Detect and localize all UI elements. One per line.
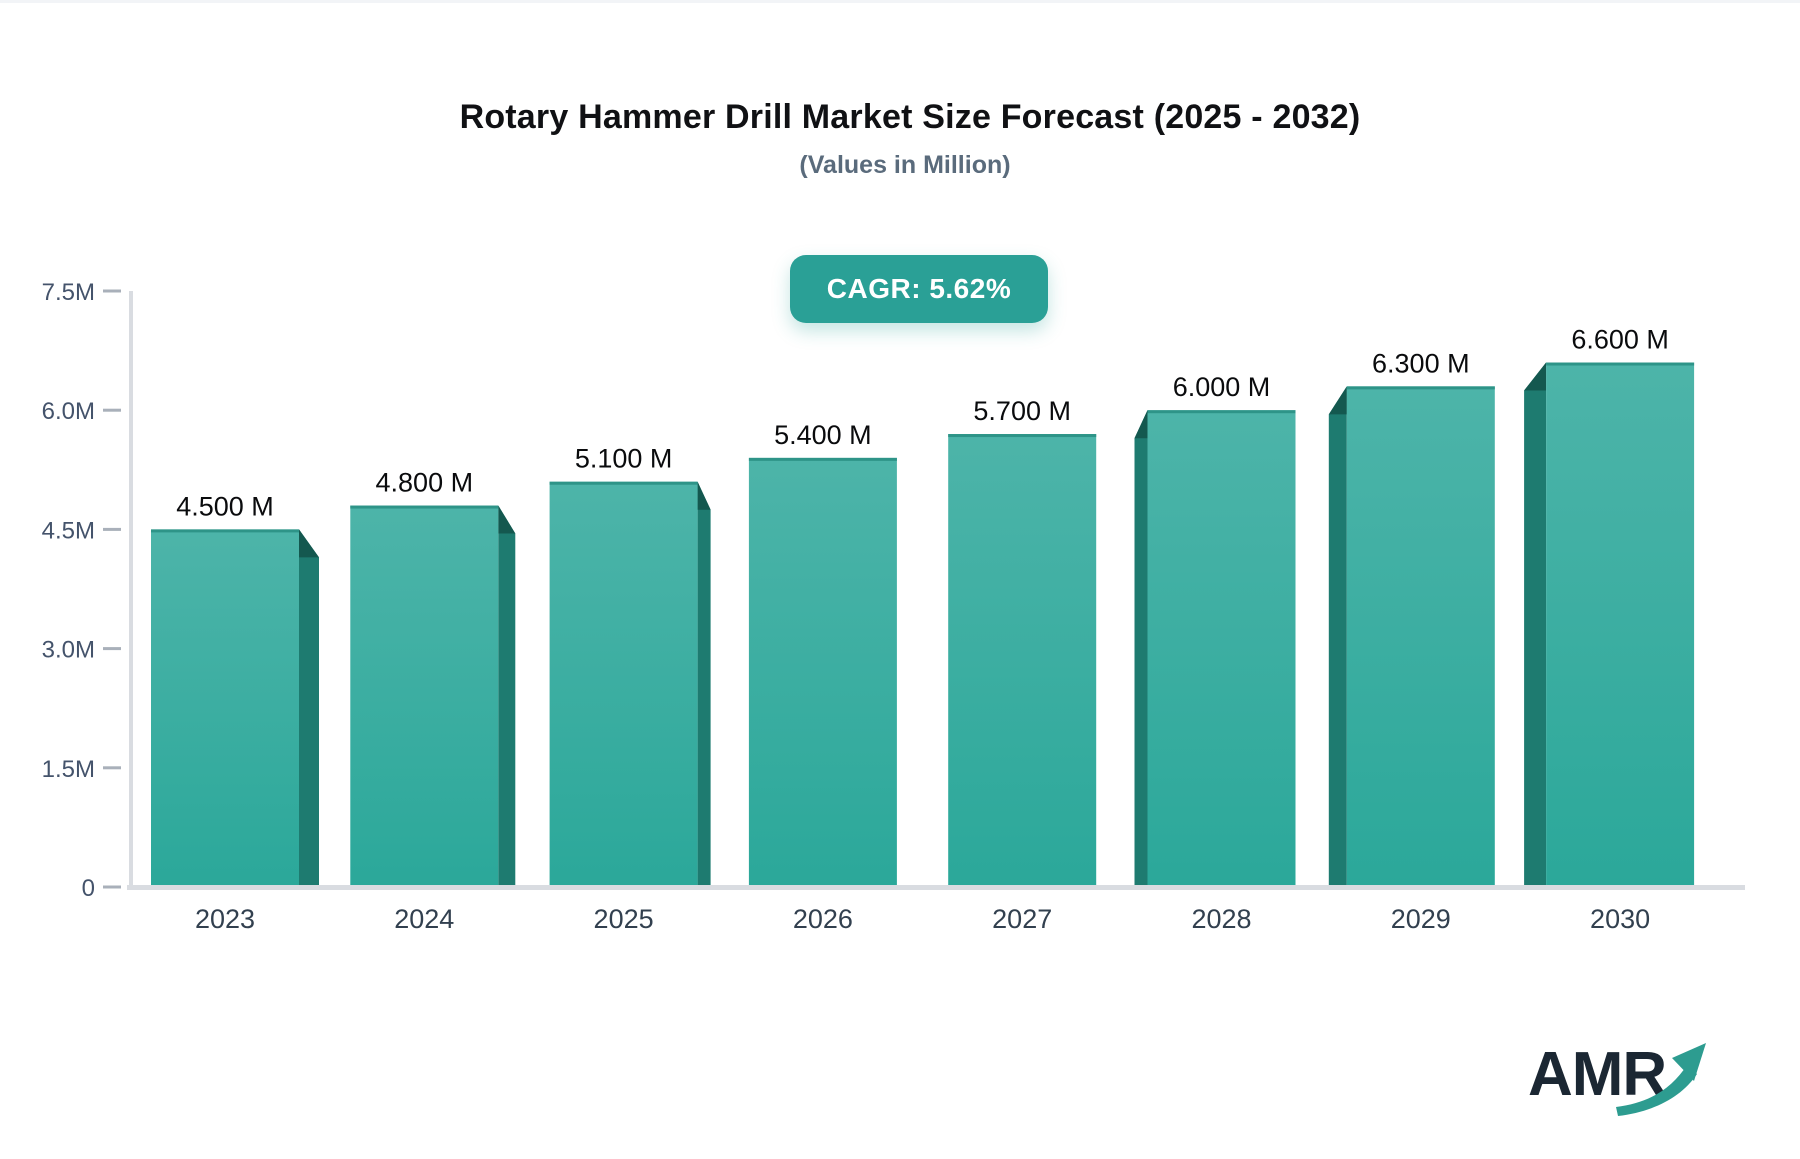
x-axis-line bbox=[127, 885, 1745, 890]
logo-text: AMR bbox=[1528, 1040, 1666, 1109]
bar-value-label: 4.500 M bbox=[176, 491, 274, 521]
bar-value-label: 4.800 M bbox=[376, 468, 474, 498]
amr-logo: AMR bbox=[1528, 1040, 1706, 1116]
y-tick-label: 0 bbox=[82, 875, 95, 902]
y-tick-label: 3.0M bbox=[42, 637, 95, 664]
bar-chart-svg: 0 1.5M 3.0M 4.5M 6.0M 7.5M 4.500 M 2023 4.800 M 2… bbox=[42, 279, 1745, 934]
y-tick-mark bbox=[103, 885, 121, 889]
bar-group-2029: 6.300 M 2029 bbox=[1328, 348, 1495, 934]
bar-group-2025: 5.100 M 2025 bbox=[549, 444, 711, 934]
y-tick-mark bbox=[103, 408, 121, 412]
chart-subtitle: (Values in Million) bbox=[799, 151, 1011, 179]
y-tick-label: 6.0M bbox=[42, 398, 95, 425]
bar-group-2028: 6.000 M 2028 bbox=[1134, 372, 1296, 934]
bar-value-label: 5.400 M bbox=[774, 420, 872, 450]
bar-top-edge bbox=[151, 529, 299, 533]
bar-value-label: 5.700 M bbox=[973, 396, 1071, 426]
bar-value-label: 6.300 M bbox=[1372, 348, 1470, 378]
bar-side-bevel bbox=[1134, 410, 1148, 439]
bar-value-label: 5.100 M bbox=[575, 444, 673, 474]
bar-group-2026: 5.400 M 2026 bbox=[748, 420, 897, 934]
x-category-label: 2027 bbox=[992, 904, 1052, 934]
bar-side-bevel bbox=[1328, 386, 1347, 415]
cagr-badge: CAGR: 5.62% bbox=[790, 255, 1048, 323]
bar-face bbox=[1546, 362, 1695, 885]
bar-side-bevel bbox=[697, 481, 711, 510]
y-tick-mark bbox=[103, 647, 121, 651]
bar-group-2027: 5.700 M 2027 bbox=[948, 396, 1097, 934]
bar-side-face bbox=[299, 529, 319, 885]
x-category-label: 2028 bbox=[1191, 904, 1251, 934]
bar-top-edge bbox=[1546, 362, 1695, 366]
y-tick-label: 1.5M bbox=[42, 756, 95, 783]
bar-side-face bbox=[697, 481, 711, 885]
bar-side-face bbox=[498, 505, 516, 885]
bar-side-face bbox=[1134, 410, 1148, 885]
y-tick-label: 4.5M bbox=[42, 517, 95, 544]
bar-value-label: 6.000 M bbox=[1173, 372, 1271, 402]
y-tick-label: 7.5M bbox=[42, 279, 95, 306]
bar-top-edge bbox=[350, 505, 499, 509]
bar-top-edge bbox=[1346, 386, 1495, 390]
x-category-label: 2023 bbox=[195, 904, 255, 934]
x-category-label: 2026 bbox=[793, 904, 853, 934]
bar-side-face bbox=[1524, 362, 1547, 885]
bar-top-edge bbox=[748, 457, 897, 461]
x-category-label: 2030 bbox=[1590, 904, 1650, 934]
y-tick-mark bbox=[103, 527, 121, 531]
bar-top-edge bbox=[549, 481, 698, 485]
bar-face bbox=[1147, 410, 1296, 885]
bar-top-edge bbox=[1147, 410, 1296, 414]
bar-side-bevel bbox=[1524, 362, 1547, 391]
x-category-label: 2025 bbox=[594, 904, 654, 934]
bar-top-edge bbox=[948, 434, 1097, 438]
x-category-label: 2024 bbox=[394, 904, 454, 934]
y-axis-line bbox=[129, 291, 133, 887]
y-tick-mark bbox=[103, 766, 121, 770]
bar-group-2023: 4.500 M 2023 bbox=[151, 491, 319, 934]
bar-face bbox=[549, 481, 698, 885]
y-tick-mark bbox=[103, 289, 121, 293]
bar-group-2030: 6.600 M 2030 bbox=[1524, 325, 1695, 934]
logo-swoosh-icon bbox=[1616, 1065, 1697, 1116]
bar-side-bevel bbox=[299, 529, 319, 558]
chart-title: Rotary Hammer Drill Market Size Forecast… bbox=[459, 98, 1361, 136]
bar-face bbox=[1346, 386, 1495, 885]
bar-face bbox=[151, 529, 299, 885]
bar-side-bevel bbox=[498, 505, 516, 534]
bar-group-2024: 4.800 M 2024 bbox=[350, 468, 516, 934]
bar-value-label: 6.600 M bbox=[1571, 325, 1669, 355]
bar-side-face bbox=[1328, 386, 1347, 885]
x-category-label: 2029 bbox=[1391, 904, 1451, 934]
bar-face bbox=[350, 505, 499, 885]
logo-arrow-icon bbox=[1672, 1043, 1706, 1081]
bar-face bbox=[748, 457, 897, 885]
bar-face bbox=[948, 434, 1097, 885]
